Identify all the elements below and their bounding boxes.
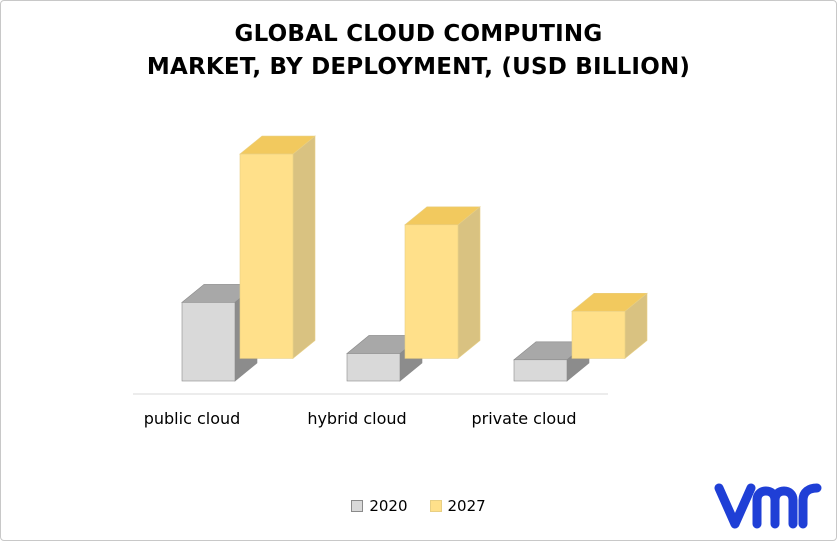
legend-label-2020: 2020 (369, 497, 408, 515)
legend-item-2020: 2020 (351, 497, 408, 515)
bar-2020-private-cloud (513, 359, 568, 382)
chart-legend: 2020 2027 (0, 497, 837, 515)
bar-2027-hybrid-cloud (404, 224, 459, 359)
bar-side-2027-public-cloud (292, 135, 316, 360)
chart-title: GLOBAL CLOUD COMPUTING MARKET, BY DEPLOY… (0, 18, 837, 84)
legend-swatch-2020 (351, 500, 364, 512)
chart-title-line-2: MARKET, BY DEPLOYMENT, (USD BILLION) (146, 54, 691, 80)
bar-2020-hybrid-cloud (346, 353, 401, 382)
chart-title-line-1: GLOBAL CLOUD COMPUTING (234, 21, 603, 47)
legend-label-2027: 2027 (447, 497, 486, 515)
bar-2020-public-cloud (181, 302, 236, 382)
x-tick-label-private-cloud: private cloud (472, 409, 577, 428)
bar-side-2027-hybrid-cloud (457, 206, 481, 360)
bar-2027-private-cloud (571, 310, 626, 359)
x-tick-label-public-cloud: public cloud (144, 409, 241, 428)
bar-2027-public-cloud (239, 153, 294, 359)
x-tick-label-hybrid-cloud: hybrid cloud (307, 409, 406, 428)
legend-swatch-2027 (429, 500, 442, 512)
legend-item-2027: 2027 (429, 497, 486, 515)
vmr-logo (714, 483, 822, 529)
